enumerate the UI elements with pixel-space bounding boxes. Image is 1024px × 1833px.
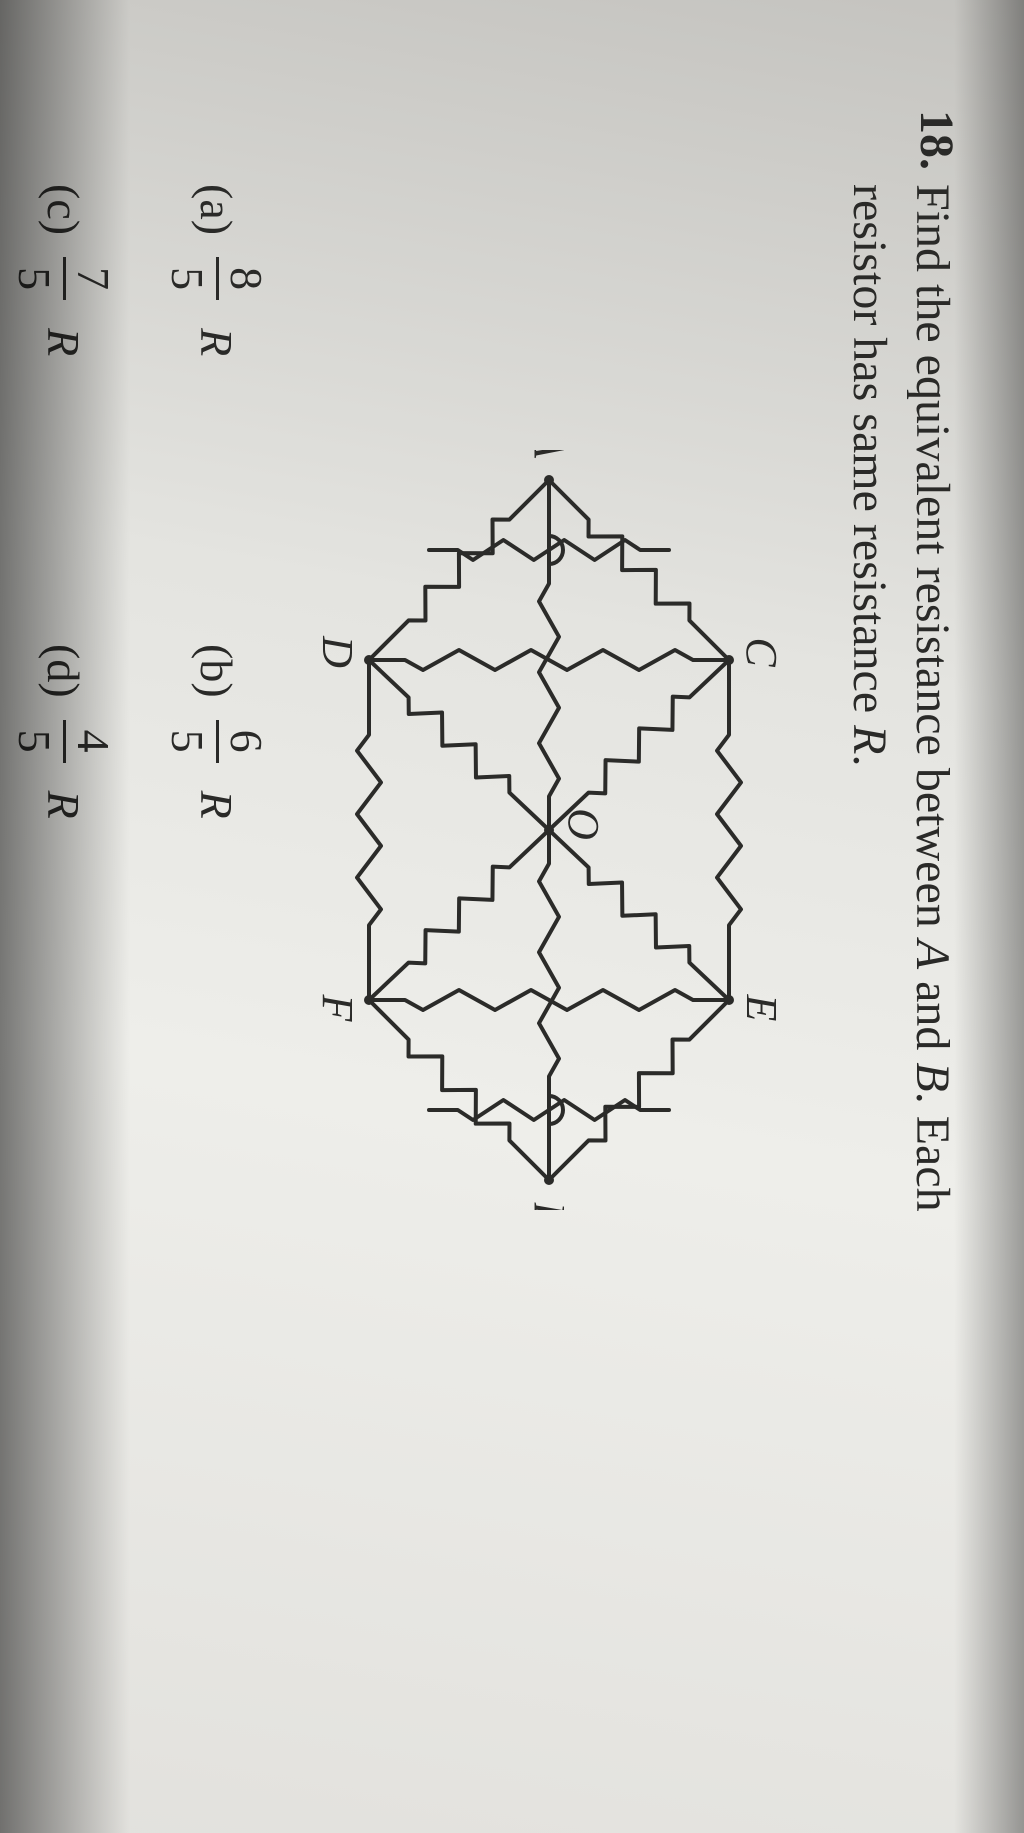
var-R: R bbox=[843, 725, 896, 754]
shadow-top bbox=[954, 0, 1024, 1833]
svg-text:A: A bbox=[525, 450, 574, 459]
var-B: B bbox=[906, 1062, 959, 1091]
option-b-label: (b) bbox=[190, 644, 243, 698]
circuit-diagram: A B C E D F O bbox=[289, 450, 809, 1210]
svg-text:F: F bbox=[313, 994, 362, 1023]
option-a: (a) 8 5 R bbox=[164, 184, 269, 604]
q-part: . bbox=[843, 754, 896, 766]
content: 18. Find the equivalent resistance betwe… bbox=[11, 90, 964, 1743]
page: 18. Find the equivalent resistance betwe… bbox=[0, 0, 1024, 1833]
option-b-R: R bbox=[190, 791, 243, 819]
q-part: Find the equivalent resistance between bbox=[906, 184, 959, 940]
svg-text:C: C bbox=[737, 637, 786, 667]
option-b: (b) 6 5 R bbox=[164, 644, 269, 1064]
var-A: A bbox=[906, 940, 959, 969]
option-a-frac: 8 5 bbox=[164, 257, 269, 300]
svg-text:D: D bbox=[313, 635, 362, 668]
circuit-svg: A B C E D F O bbox=[289, 450, 809, 1210]
question-number: 18. bbox=[909, 90, 964, 184]
option-b-den: 5 bbox=[164, 720, 216, 763]
option-a-num: 8 bbox=[216, 257, 269, 300]
option-a-den: 5 bbox=[164, 257, 216, 300]
option-a-label: (a) bbox=[190, 184, 243, 235]
q-part: resistor has same resistance bbox=[843, 184, 896, 725]
svg-text:O: O bbox=[559, 808, 608, 840]
q-part: and bbox=[906, 969, 959, 1062]
option-a-R: R bbox=[190, 328, 243, 356]
q-part: . Each bbox=[906, 1092, 959, 1212]
shadow-bottom bbox=[0, 0, 130, 1833]
question-row: 18. Find the equivalent resistance betwe… bbox=[837, 90, 964, 1743]
question-text: Find the equivalent resistance between A… bbox=[837, 184, 964, 1212]
svg-text:E: E bbox=[737, 994, 786, 1022]
svg-text:B: B bbox=[525, 1202, 574, 1210]
option-b-frac: 6 5 bbox=[164, 720, 269, 763]
option-b-num: 6 bbox=[216, 720, 269, 763]
